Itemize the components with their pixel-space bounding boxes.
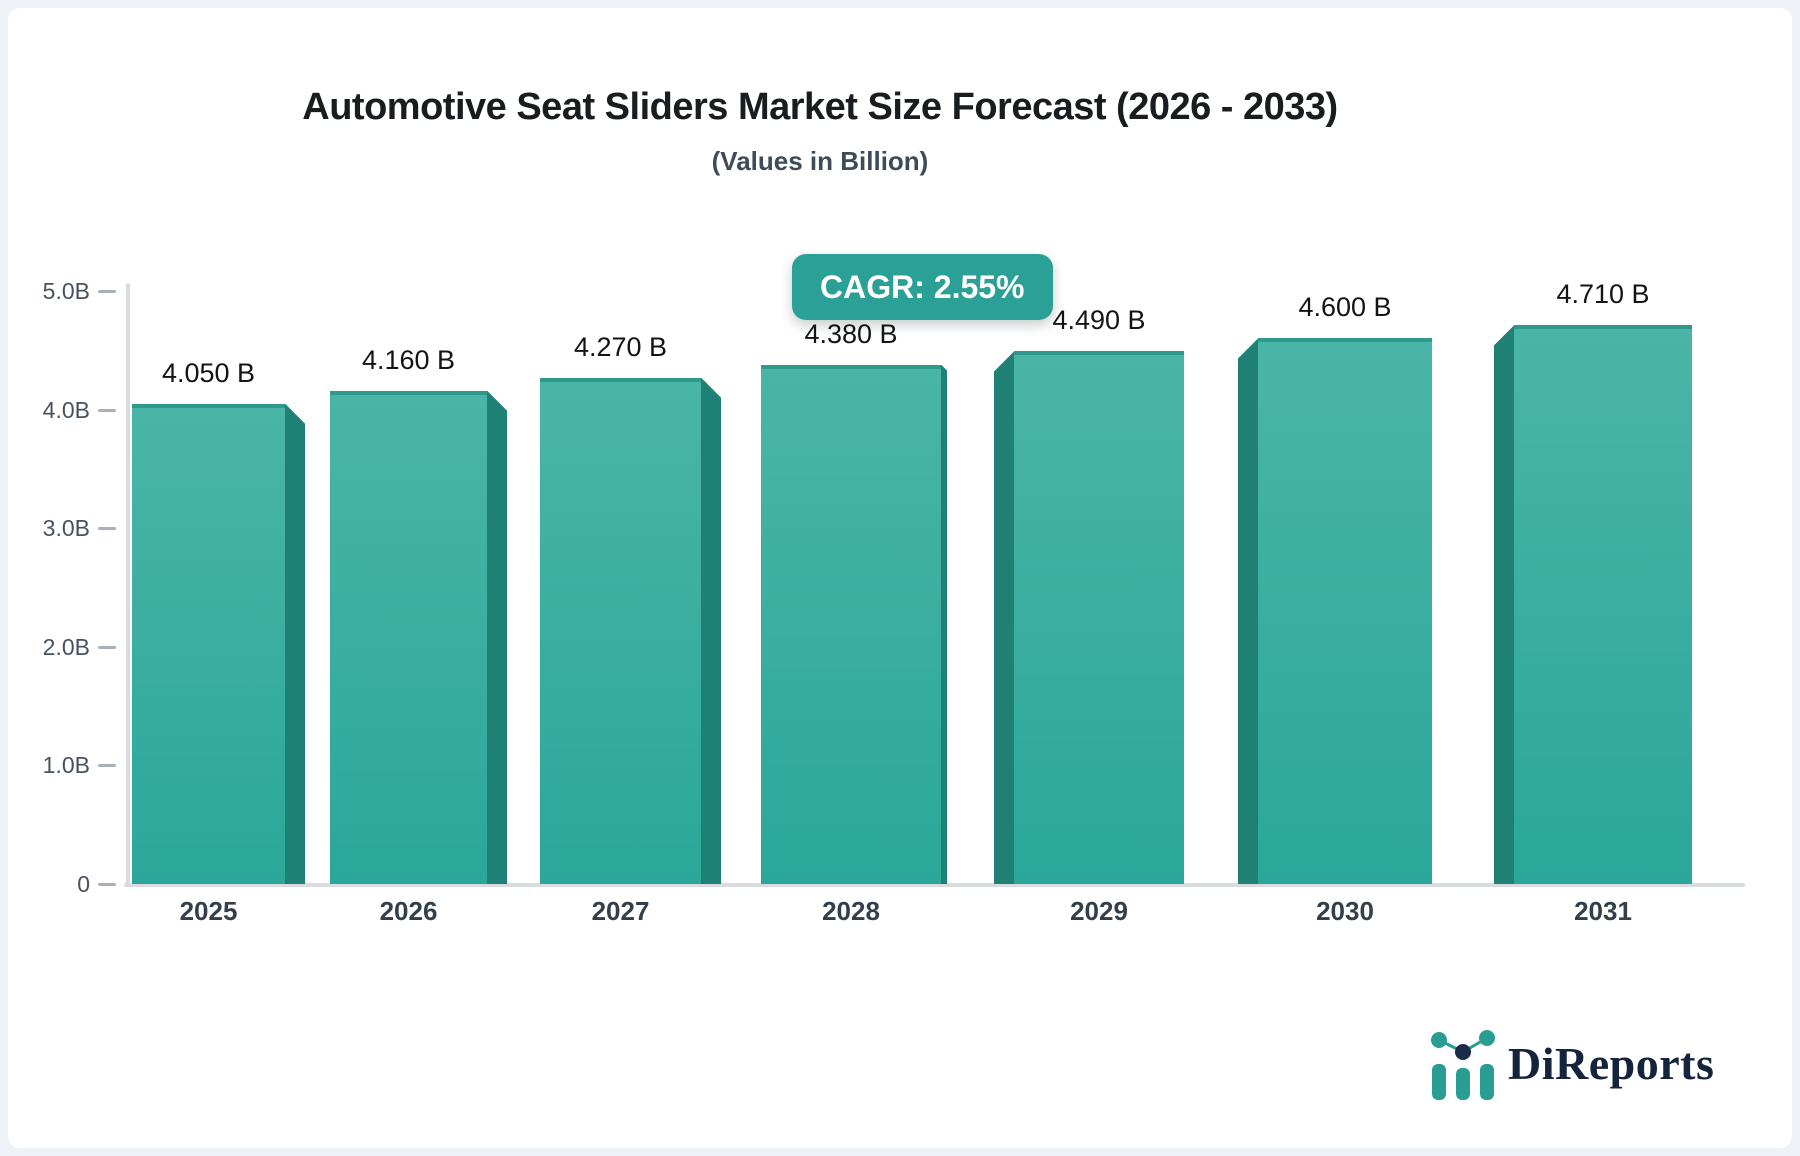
bar-face xyxy=(330,390,487,884)
x-axis-label: 2030 xyxy=(1316,896,1374,926)
logo-text: DiReports xyxy=(1508,1037,1715,1089)
bar-face xyxy=(540,377,701,884)
bar-2028 xyxy=(761,364,947,884)
x-axis-line xyxy=(124,883,1745,887)
bar-2027 xyxy=(540,377,721,884)
bar-side-shadow xyxy=(994,351,1014,884)
y-tick-label: 5.0B xyxy=(42,278,90,304)
bar-side-shadow xyxy=(941,364,947,884)
bar-face xyxy=(761,364,941,884)
bar-2031 xyxy=(1494,325,1692,884)
bar-chart-logo-icon xyxy=(1431,1030,1495,1100)
y-axis-line xyxy=(126,283,130,887)
bar-side-shadow xyxy=(487,390,507,884)
bar-value-label: 4.490 B xyxy=(1052,305,1146,336)
bar-2030 xyxy=(1238,338,1432,884)
x-axis-label: 2026 xyxy=(379,896,438,926)
bar-2025 xyxy=(132,403,305,884)
y-tick-label: 2.0B xyxy=(42,633,90,660)
bar-2026 xyxy=(330,390,507,884)
chart-subtitle: (Values in Billion) xyxy=(711,146,929,176)
y-tick-mark xyxy=(98,645,116,649)
y-tick-label: 0 xyxy=(77,871,90,897)
x-axis-label: 2027 xyxy=(591,896,650,926)
bar-value-label: 4.600 B xyxy=(1298,292,1392,323)
bar-side-shadow xyxy=(1238,338,1258,884)
bar-2029 xyxy=(994,351,1184,884)
y-tick-label: 3.0B xyxy=(42,515,90,542)
bar-face xyxy=(1258,338,1432,884)
bar-value-label: 4.710 B xyxy=(1556,279,1650,310)
x-axis-label: 2029 xyxy=(1070,896,1128,926)
cagr-badge: CAGR: 2.55% xyxy=(792,254,1053,320)
bar-face xyxy=(1014,351,1184,884)
y-tick-label: 1.0B xyxy=(42,752,90,779)
bar-value-label: 4.050 B xyxy=(161,357,256,388)
chart-title: Automotive Seat Sliders Market Size Fore… xyxy=(302,86,1338,128)
x-axis-label: 2031 xyxy=(1574,896,1632,926)
bar-face xyxy=(132,403,285,884)
bar-value-label: 4.380 B xyxy=(804,318,898,349)
direports-logo: DiReports xyxy=(1428,1026,1714,1100)
bar-side-shadow xyxy=(701,377,721,884)
x-axis-label: 2025 xyxy=(179,896,238,926)
y-tick-mark xyxy=(98,764,116,768)
y-tick-mark xyxy=(98,408,116,412)
y-tick-mark xyxy=(98,527,116,531)
y-tick-mark xyxy=(98,290,116,293)
bar-side-shadow xyxy=(285,403,305,884)
y-tick-label: 4.0B xyxy=(42,396,90,423)
bar-face xyxy=(1514,325,1692,884)
bar-value-label: 4.270 B xyxy=(573,331,668,362)
x-axis-label: 2028 xyxy=(822,896,880,926)
bar-side-shadow xyxy=(1494,325,1514,884)
y-tick-mark xyxy=(98,883,116,886)
bar-value-label: 4.160 B xyxy=(361,344,456,375)
